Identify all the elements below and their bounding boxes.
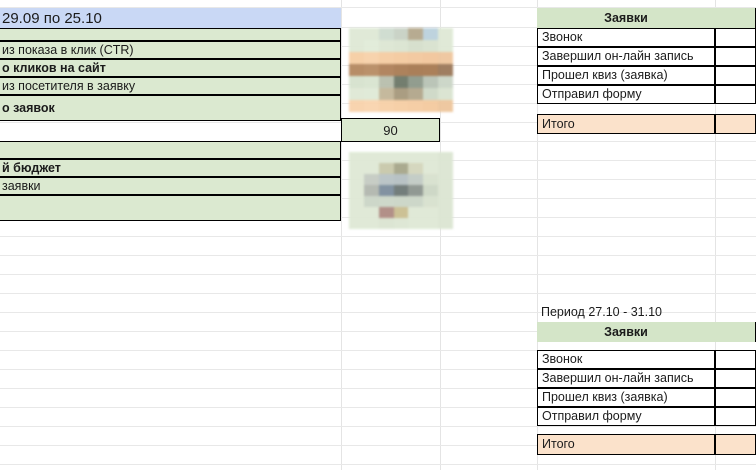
right-top-row-value-1[interactable] (715, 47, 756, 66)
right-top-row-value-4[interactable] (715, 114, 756, 134)
right-top-row-label-1[interactable]: Завершил он-лайн запись (537, 47, 715, 66)
gridline-horizontal (0, 407, 756, 408)
right-bottom-row-value-3[interactable] (715, 407, 756, 426)
right-bottom-row-label-4[interactable]: Итого (537, 434, 715, 455)
gridline-vertical (440, 0, 441, 470)
gridline-horizontal (0, 426, 756, 427)
right-bottom-row-label-3[interactable]: Отправил форму (537, 407, 715, 426)
gridline-horizontal (0, 388, 756, 389)
gridline-horizontal (0, 236, 756, 237)
right-top-header-value[interactable] (715, 8, 756, 28)
gridline-horizontal (0, 274, 756, 275)
left-row2-label-1[interactable]: й бюджет (0, 159, 341, 177)
gridline-horizontal (0, 369, 756, 370)
left-row-label-3[interactable]: из посетителя в заявку (0, 77, 341, 95)
right-top-row-label-2[interactable]: Прошел квиз (заявка) (537, 66, 715, 85)
gridline-vertical (341, 0, 342, 470)
redaction-block-lower (349, 152, 453, 229)
right-top-row-value-2[interactable] (715, 66, 756, 85)
left-row-label-1[interactable]: из показа в клик (CTR) (0, 41, 341, 59)
gridline-horizontal (0, 464, 756, 465)
gridline-horizontal (0, 255, 756, 256)
gridline-vertical (715, 0, 716, 470)
right-bottom-row-value-2[interactable] (715, 388, 756, 407)
gridline-horizontal (0, 293, 756, 294)
right-top-row-value-3[interactable] (715, 85, 756, 104)
left-row2-label-2[interactable]: заявки (0, 177, 341, 195)
right-top-row-label-4[interactable]: Итого (537, 114, 715, 134)
left-row-label-2[interactable]: о кликов на сайт (0, 59, 341, 77)
right-bottom-header[interactable]: Заявки (537, 322, 715, 342)
gridline-horizontal (0, 27, 756, 28)
left-period-header[interactable]: 29.09 по 25.10 (0, 8, 341, 28)
right-bottom-period-label[interactable]: Период 27.10 - 31.10 (541, 304, 662, 319)
left-row-value-4[interactable]: 90 (341, 118, 440, 142)
gridline-vertical (537, 0, 538, 470)
right-bottom-row-label-1[interactable]: Завершил он-лайн запись (537, 369, 715, 388)
right-top-row-label-3[interactable]: Отправил форму (537, 85, 715, 104)
right-top-row-value-0[interactable] (715, 28, 756, 47)
redaction-block-upper (349, 28, 453, 112)
right-bottom-row-value-0[interactable] (715, 350, 756, 369)
right-top-header[interactable]: Заявки (537, 8, 715, 28)
gridline-horizontal (0, 445, 756, 446)
left-row-label-0[interactable] (0, 28, 341, 41)
right-top-row-label-0[interactable]: Звонок (537, 28, 715, 47)
gridline-horizontal (0, 331, 756, 332)
left-row2-label-0[interactable] (0, 141, 341, 159)
right-bottom-header-value[interactable] (715, 322, 756, 342)
gridline-horizontal (0, 7, 756, 8)
gridline-horizontal (0, 312, 756, 313)
right-bottom-row-label-2[interactable]: Прошел квиз (заявка) (537, 388, 715, 407)
right-bottom-row-label-0[interactable]: Звонок (537, 350, 715, 369)
left-row2-label-3[interactable] (0, 195, 341, 221)
right-bottom-row-value-4[interactable] (715, 434, 756, 455)
gridline-horizontal (0, 350, 756, 351)
right-bottom-row-value-1[interactable] (715, 369, 756, 388)
left-row-label-4[interactable]: о заявок (0, 95, 341, 121)
